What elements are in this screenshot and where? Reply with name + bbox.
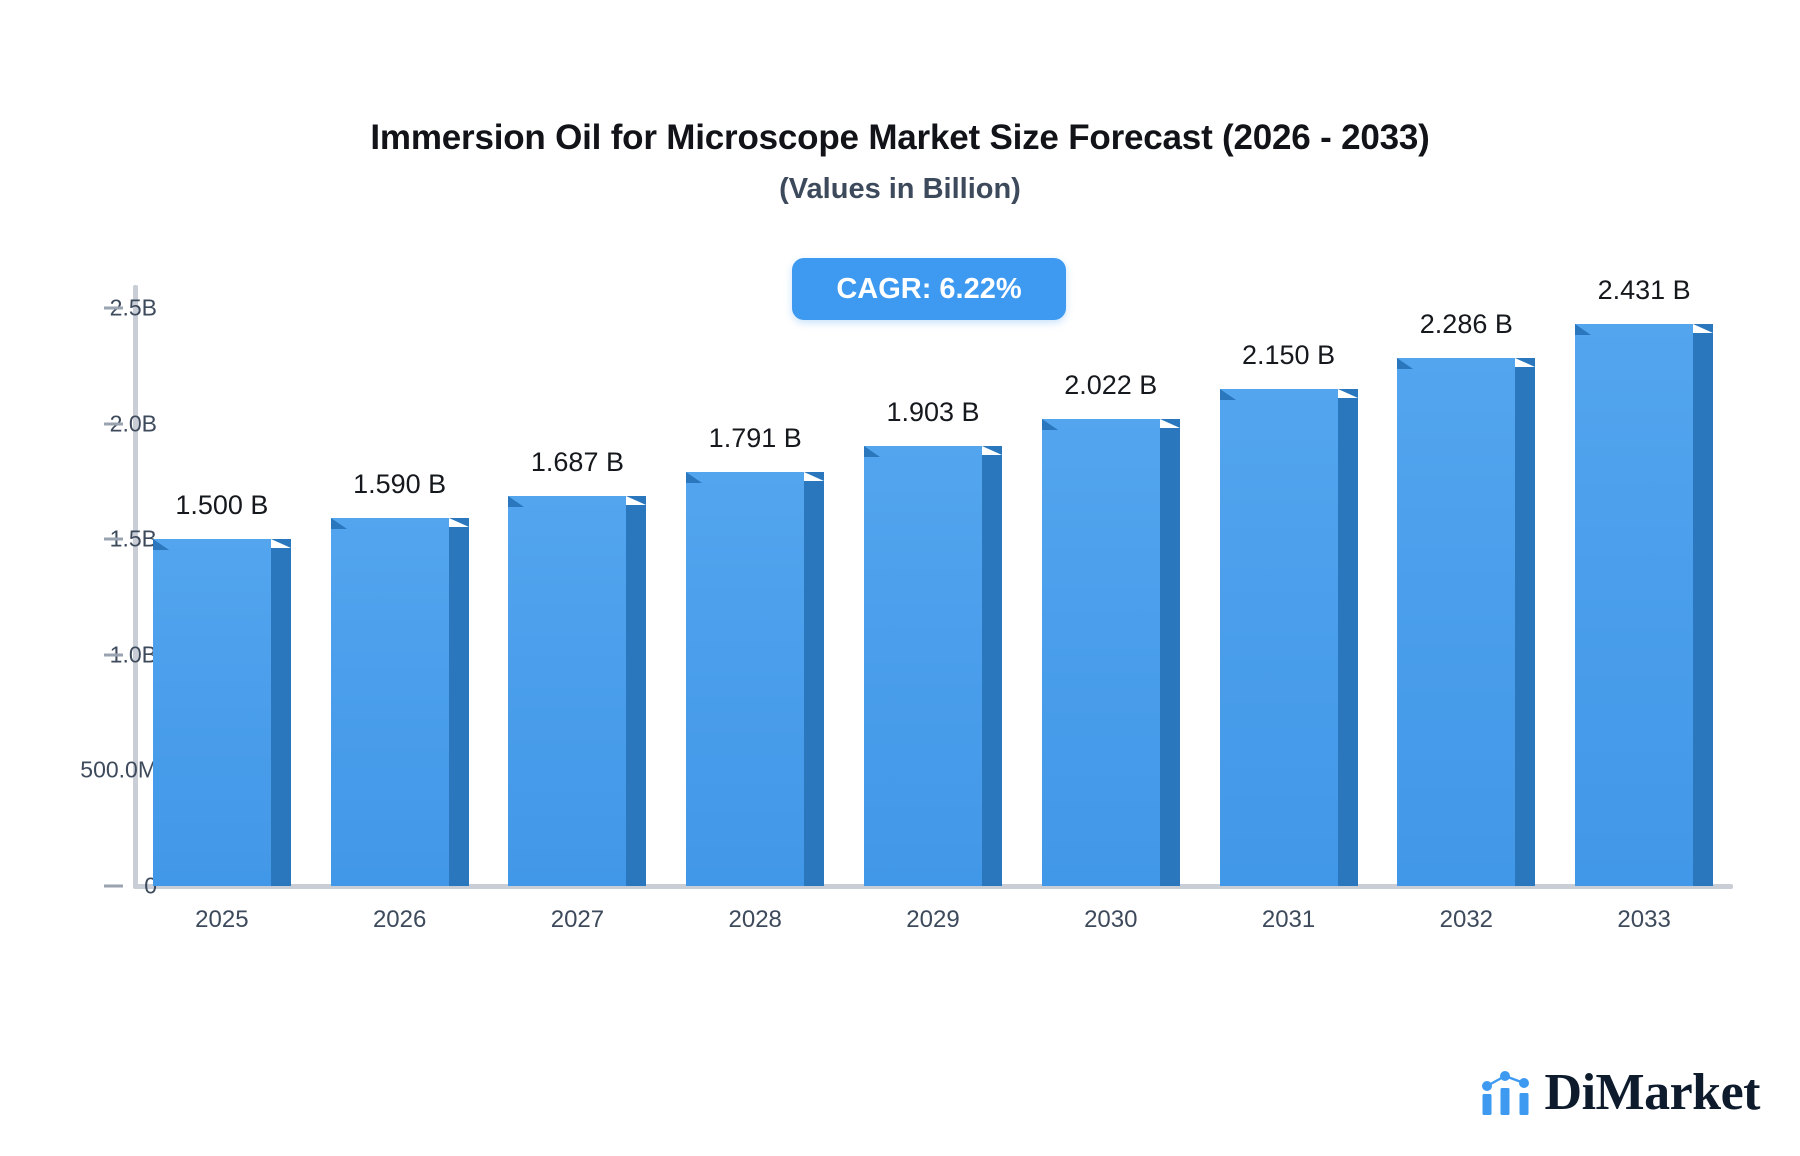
bar[interactable] [152,539,291,886]
chart-subtitle: (Values in Billion) [779,173,1021,205]
bar-top-wedge [1397,357,1414,369]
x-axis-line [133,884,1733,889]
bar[interactable] [330,518,469,886]
bar-top-wedge [686,472,703,484]
bar-top-right-wedge [1515,357,1536,367]
bar-front-face [1041,418,1160,886]
bar-top-wedge [330,518,347,530]
bar[interactable] [864,446,1002,886]
bar-value-label: 2.022 B [1064,369,1158,400]
bar-side-face [1693,333,1714,886]
y-axis-line [133,285,138,886]
bar-top-wedge [508,496,525,508]
bar-side-face [1159,427,1180,886]
bar-value-label: 1.500 B [175,490,269,521]
y-axis-tick-mark [104,422,123,426]
bar-top-right-wedge [1693,324,1714,334]
bar-top-wedge [1575,324,1592,336]
bar-side-face [1515,366,1536,886]
bar-top-right-wedge [1159,418,1180,428]
bar-top-right-wedge [804,472,825,482]
bar-top-right-wedge [1337,389,1358,399]
bar-front-face [686,472,805,886]
bar[interactable] [1041,418,1180,886]
bar-front-face [152,539,271,886]
y-axis-tick-mark [104,884,123,888]
x-axis-label: 2029 [906,906,960,933]
logo-text: DiMarket [1544,1064,1761,1121]
bar-top-right-wedge [270,539,291,549]
bar-front-face [508,496,627,886]
bar-side-face [626,505,647,886]
bar[interactable] [508,496,647,886]
bar-value-label: 1.687 B [530,447,624,478]
bar-side-face [982,455,1002,886]
bar-value-label: 2.431 B [1597,275,1691,306]
y-axis-tick-mark [104,537,123,541]
bar-front-face [1397,357,1516,886]
bar-top-right-wedge [448,518,469,528]
x-axis-label: 2033 [1617,906,1671,933]
plot-area [133,285,1733,886]
bar-value-label: 1.590 B [353,469,447,500]
x-axis-label: 2032 [1439,906,1494,933]
bar-value-label: 2.286 B [1419,308,1513,339]
bar-side-face [1337,398,1358,886]
bar-top-right-wedge [982,446,1002,456]
bar[interactable] [686,472,825,886]
chart-title: Immersion Oil for Microscope Market Size… [370,118,1430,157]
x-axis-label: 2028 [728,906,782,933]
bar-side-face [448,527,469,886]
bar-value-label: 2.150 B [1242,340,1336,371]
y-axis-tick-mark [104,653,123,657]
bar-front-face [330,518,449,886]
cagr-badge: CAGR: 6.22% [792,258,1066,320]
bar-front-face [1575,324,1694,886]
bar-value-label: 1.903 B [886,397,980,428]
brand-logo: DiMarket [1480,1064,1761,1121]
bar[interactable] [1575,324,1714,886]
x-axis-label: 2026 [372,906,427,933]
bar-front-face [864,446,982,886]
bar-chart-icon [1481,1071,1529,1115]
bar-top-wedge [152,539,169,551]
y-axis-tick-mark [104,306,123,310]
x-axis-label: 2030 [1084,906,1138,933]
bar-top-wedge [1041,418,1058,430]
bar-value-label: 1.791 B [708,423,802,453]
bar[interactable] [1219,389,1358,886]
bar-top-wedge [864,446,880,458]
bar-side-face [804,481,825,886]
y-axis-label: 500.0M [80,756,157,783]
x-axis-label: 2025 [195,906,249,933]
x-axis-label: 2027 [550,906,605,933]
bar-side-face [270,548,291,886]
bar-front-face [1219,389,1338,886]
bar-top-wedge [1219,389,1236,401]
x-axis-label: 2031 [1261,906,1316,933]
bar-top-right-wedge [626,496,647,506]
bar[interactable] [1397,357,1536,886]
